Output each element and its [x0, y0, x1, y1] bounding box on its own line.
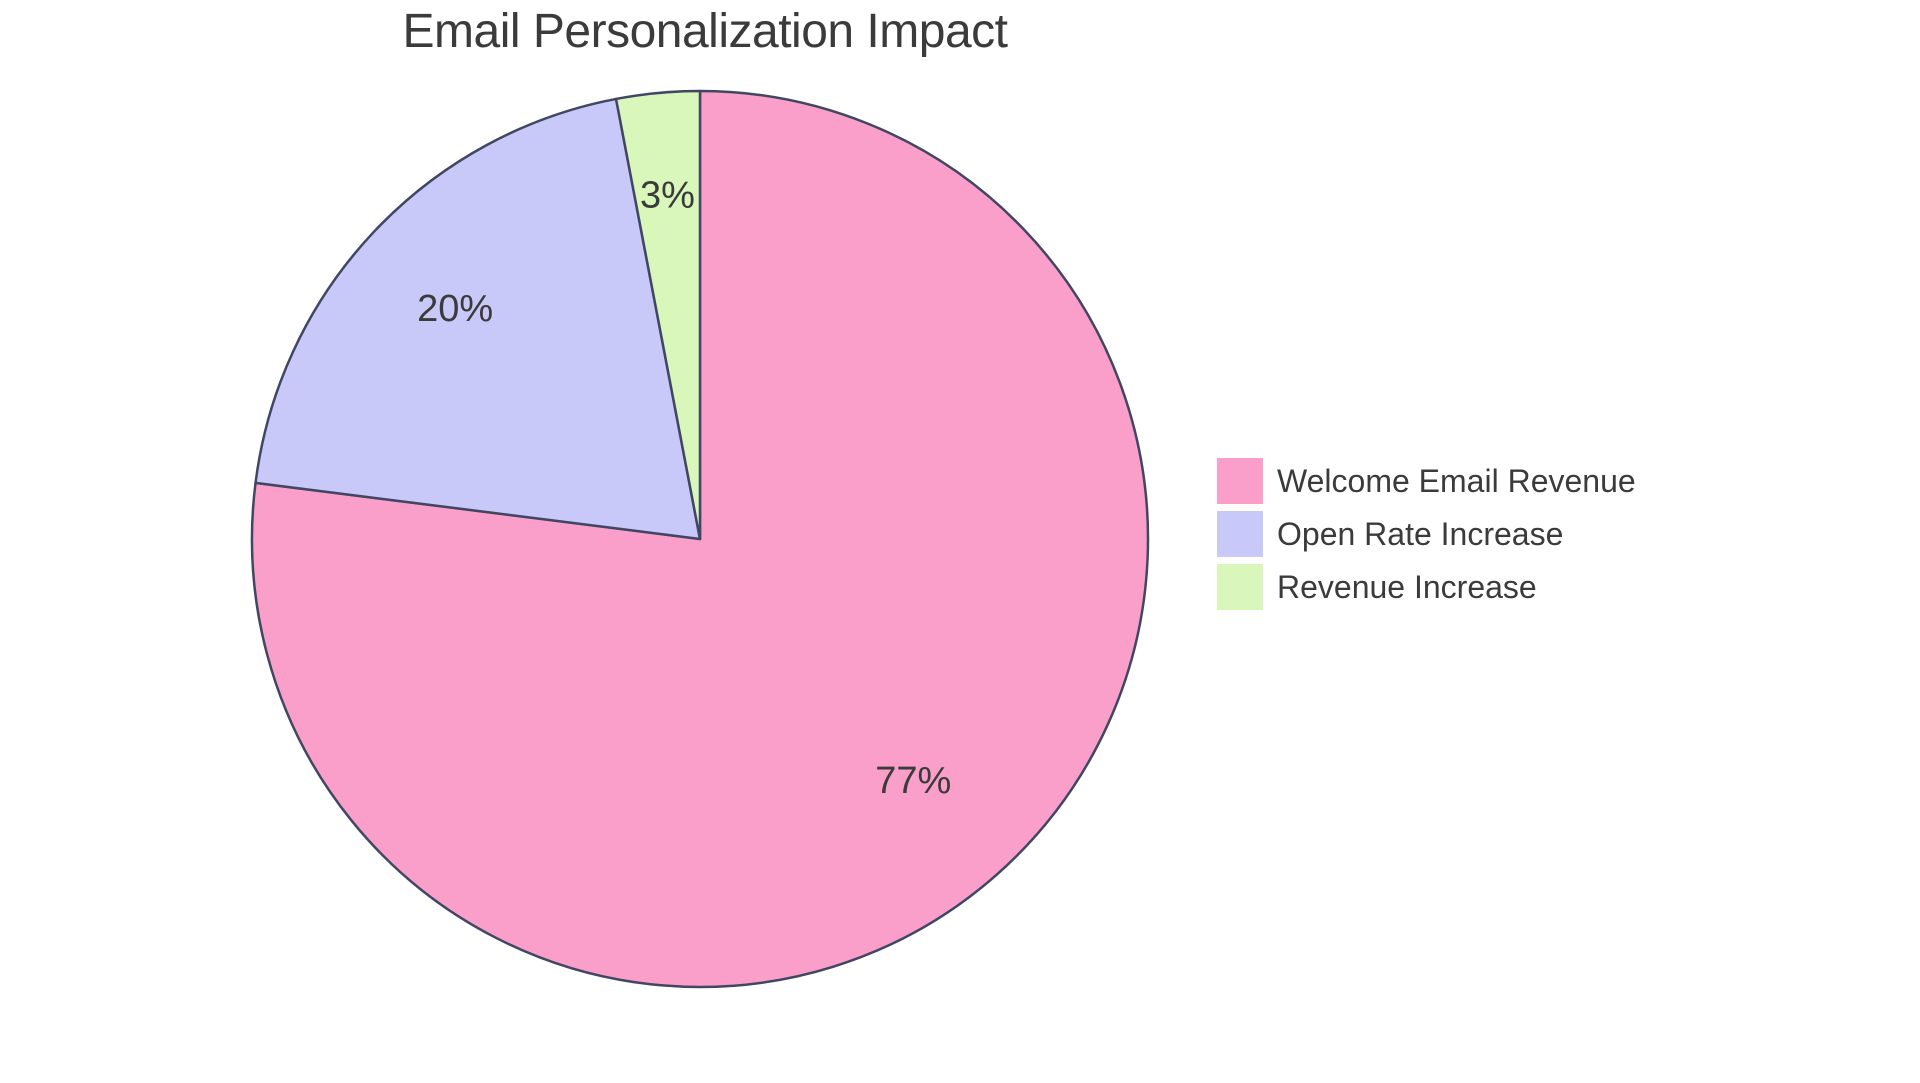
- legend-item: Open Rate Increase: [1217, 511, 1636, 557]
- legend-label: Welcome Email Revenue: [1277, 463, 1636, 499]
- legend-label: Open Rate Increase: [1277, 516, 1564, 552]
- legend-label: Revenue Increase: [1277, 569, 1537, 605]
- legend: Welcome Email Revenue Open Rate Increase…: [1217, 458, 1636, 617]
- chart-title: Email Personalization Impact: [402, 5, 1008, 58]
- pie-slice-label-revenue-increase: 3%: [640, 175, 695, 217]
- legend-swatch-welcome-email-revenue: [1217, 458, 1263, 504]
- pie-slice-revenue-increase: [614, 89, 702, 541]
- pie-slice-label-welcome-email-revenue: 77%: [875, 760, 951, 802]
- legend-item: Welcome Email Revenue: [1217, 458, 1636, 504]
- legend-swatch-open-rate-increase: [1217, 511, 1263, 557]
- legend-item: Revenue Increase: [1217, 564, 1636, 610]
- pie-slice-label-open-rate-increase: 20%: [417, 288, 493, 330]
- legend-swatch-revenue-increase: [1217, 564, 1263, 610]
- pie-slice-open-rate-increase: [254, 97, 702, 541]
